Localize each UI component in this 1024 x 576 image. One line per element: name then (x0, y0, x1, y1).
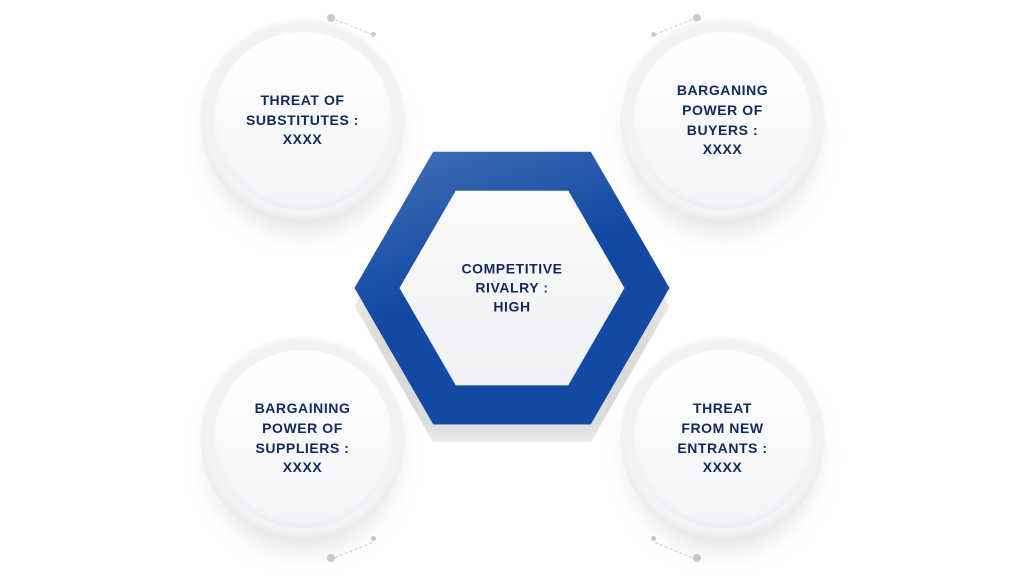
five-forces-diagram: COMPETITIVE RIVALRY : HIGH THREAT OF SUB… (0, 0, 1024, 576)
connector-dash (335, 542, 372, 558)
circle-disc: BARGAINING POWER OF SUPPLIERS : XXXX (214, 350, 392, 528)
force-threat-from-new-entrants: THREAT FROM NEW ENTRANTS : XXXX (620, 336, 825, 541)
connector-dot-large (693, 554, 701, 562)
center-label: COMPETITIVE RIVALRY : HIGH (431, 260, 592, 317)
force-bargaining-power-suppliers: BARGAINING POWER OF SUPPLIERS : XXXX (200, 336, 405, 541)
force-label: BARGAINING POWER OF SUPPLIERS : XXXX (233, 399, 373, 477)
force-label: THREAT OF SUBSTITUTES : XXXX (224, 91, 381, 150)
force-bargaining-power-buyers: BARGANING POWER OF BUYERS : XXXX (620, 18, 825, 223)
connector-dot-large (327, 554, 335, 562)
circle-disc: THREAT OF SUBSTITUTES : XXXX (214, 32, 392, 210)
force-label: BARGANING POWER OF BUYERS : XXXX (655, 81, 790, 159)
force-label: THREAT FROM NEW ENTRANTS : XXXX (655, 399, 789, 477)
force-threat-of-substitutes: THREAT OF SUBSTITUTES : XXXX (200, 18, 405, 223)
circle-disc: THREAT FROM NEW ENTRANTS : XXXX (634, 350, 812, 528)
connector-dash (655, 542, 692, 558)
circle-disc: BARGANING POWER OF BUYERS : XXXX (634, 32, 812, 210)
